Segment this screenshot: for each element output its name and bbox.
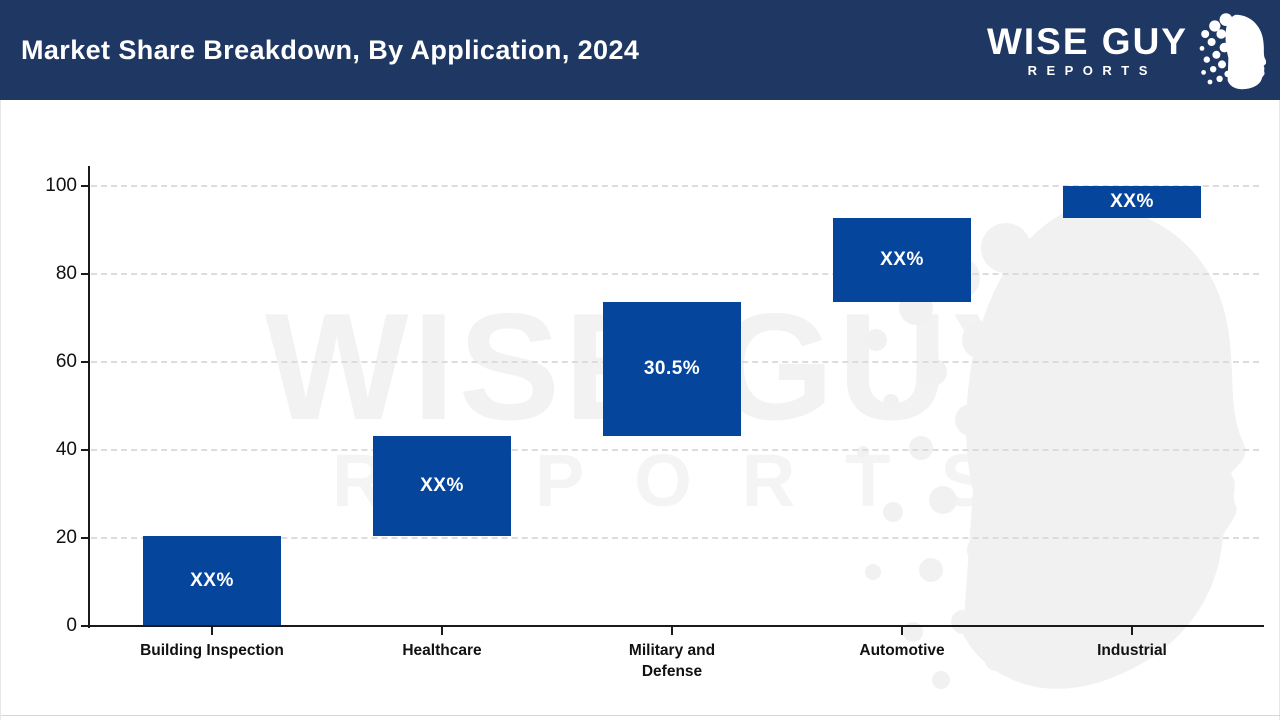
bar-value-label: XX% — [880, 248, 924, 270]
gridline-y20 — [91, 537, 1259, 539]
y-tick-label-20: 20 — [55, 527, 77, 548]
bar-building-inspection — [143, 536, 281, 626]
y-tick-label-0: 0 — [66, 615, 77, 636]
bar-industrial — [1063, 186, 1201, 218]
bar-automotive — [833, 217, 971, 302]
card-bottom-divider — [1, 715, 1280, 716]
bar-military-and-defense — [603, 301, 741, 436]
y-tick-mark-80 — [81, 273, 89, 275]
bar-value-label: XX% — [190, 570, 234, 592]
chart-card: WISE GUY REPORTS 0 20 40 60 80 100 XX% XX% 30.5%… — [0, 100, 1280, 720]
brand-face-icon — [1199, 13, 1266, 90]
y-tick-mark-60 — [81, 361, 89, 363]
category-label-automotive: Automotive — [859, 642, 945, 659]
bar-value-label: 30.5% — [643, 357, 701, 379]
x-tick-mark — [901, 627, 903, 635]
brand-name: WISE GUY — [986, 20, 1188, 62]
y-tick-label-80: 80 — [55, 263, 77, 284]
category-label-healthcare: Healthcare — [402, 642, 482, 659]
x-tick-mark — [441, 627, 443, 635]
y-tick-mark-100 — [81, 185, 89, 187]
y-tick-label-60: 60 — [55, 351, 77, 372]
brand-subname: REPORTS — [1027, 62, 1157, 78]
x-tick-mark — [1131, 627, 1133, 635]
gridline-y40 — [91, 449, 1259, 451]
brand-logo: WISE GUY REPORTS — [987, 8, 1280, 92]
x-tick-mark — [211, 627, 213, 635]
x-tick-mark — [671, 627, 673, 635]
y-tick-label-40: 40 — [55, 439, 77, 460]
gridline-y80 — [91, 273, 1259, 275]
category-label-industrial: Industrial — [1097, 642, 1167, 659]
category-label-building-inspection: Building Inspection — [140, 642, 284, 659]
y-tick-mark-20 — [81, 537, 89, 539]
category-label-military-and-defense: Military and Defense — [628, 642, 716, 680]
y-axis-line — [88, 166, 90, 628]
bar-healthcare — [373, 435, 511, 537]
y-tick-mark-0 — [81, 625, 89, 627]
page-title: Market Share Breakdown, By Application, … — [21, 34, 640, 65]
brand-logo-text: WISE GUY REPORTS — [986, 20, 1188, 78]
y-tick-mark-40 — [81, 449, 89, 451]
gridline-y100 — [91, 185, 1259, 187]
y-tick-label-100: 100 — [45, 175, 77, 196]
x-axis-line — [88, 625, 1264, 627]
bar-value-label: XX% — [420, 475, 464, 497]
bar-value-label: XX% — [1110, 190, 1154, 212]
header-bar: Market Share Breakdown, By Application, … — [0, 0, 1280, 100]
